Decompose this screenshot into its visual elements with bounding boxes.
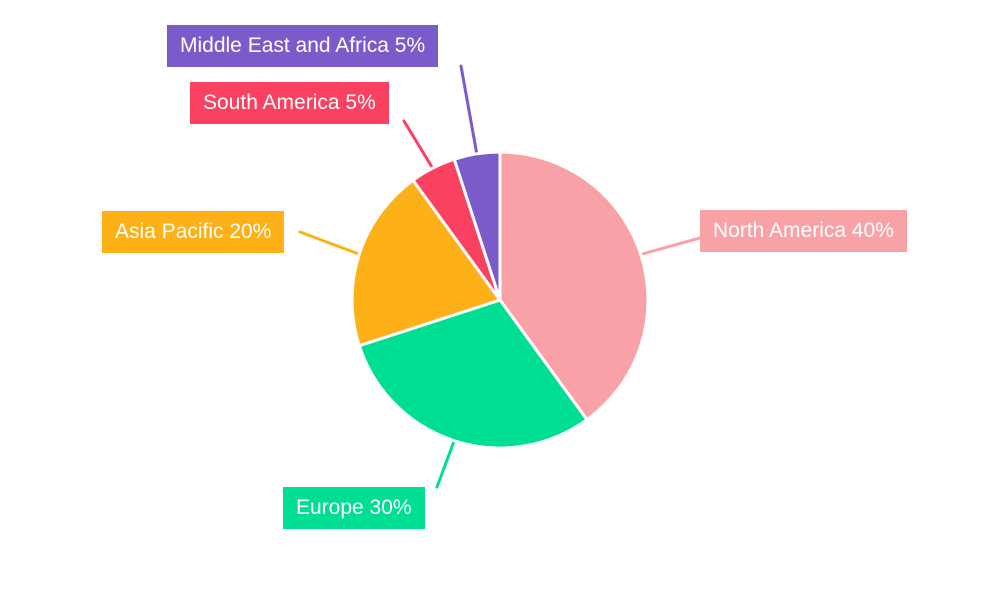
slice-label-south-america: South America 5% bbox=[190, 82, 389, 124]
leader-line-north-america bbox=[637, 236, 702, 257]
leader-line-asia-pacific bbox=[298, 230, 363, 257]
leader-line-europe bbox=[435, 437, 457, 489]
leader-line-middle-east-and-africa bbox=[459, 64, 479, 158]
slice-label-middle-east-and-africa: Middle East and Africa 5% bbox=[167, 25, 439, 67]
slice-label-north-america: North America 40% bbox=[700, 210, 907, 252]
pie-slice-asia-pacific bbox=[350, 178, 502, 348]
pie-slice-middle-east-and-africa bbox=[452, 150, 502, 302]
slice-label-asia-pacific: Asia Pacific 20% bbox=[102, 211, 285, 253]
leader-line-south-america bbox=[402, 119, 436, 172]
pie-slice-europe bbox=[357, 298, 589, 450]
pie-slice-north-america bbox=[498, 150, 650, 422]
slice-label-europe: Europe 30% bbox=[283, 487, 425, 529]
